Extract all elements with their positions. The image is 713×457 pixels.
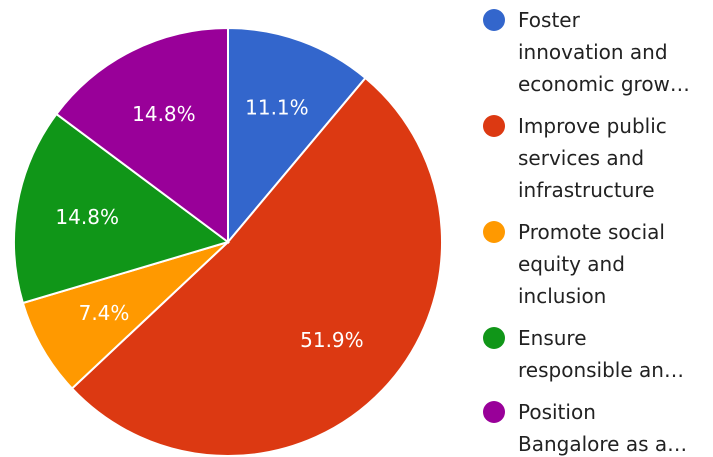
legend-item[interactable]: Foster innovation and economic grow… [483,8,690,96]
legend-label-line: Position [518,400,596,424]
slice-value-label: 14.8% [132,102,196,126]
legend-item[interactable]: Improve public services and infrastructure [483,114,667,202]
legend-label-line: services and [518,146,644,170]
slice-value-label: 14.8% [55,205,119,229]
legend: Foster innovation and economic grow… Improv… [483,8,690,456]
legend-label-line: Bangalore as a… [518,432,687,456]
legend-label-line: Promote social [518,220,665,244]
legend-label-line: Ensure [518,326,587,350]
legend-item[interactable]: Ensure responsible an… [483,326,684,382]
pie-slice[interactable] [70,76,443,457]
legend-swatch [483,221,505,243]
pie-slice[interactable] [55,26,229,244]
legend-label-line: equity and [518,252,625,276]
legend-label-line: innovation and [518,40,668,64]
slice-value-label: 11.1% [245,96,309,120]
pie-slice-labels: 11.1% 51.9% 7.4% 14.8% 14.8% [55,96,363,353]
slice-value-label: 51.9% [300,328,364,352]
legend-label-line: Improve public [518,114,667,138]
pie-slice[interactable] [21,241,229,390]
pie-slices [13,26,443,457]
legend-item[interactable]: Position Bangalore as a… [483,400,687,456]
legend-swatch [483,9,505,31]
pie-slice[interactable] [227,26,367,245]
legend-label-line: responsible an… [518,358,684,382]
legend-swatch [483,115,505,137]
legend-label-line: economic grow… [518,72,690,96]
legend-swatch [483,401,505,423]
legend-label-line: infrastructure [518,178,655,202]
legend-label-line: Foster [518,8,581,32]
legend-item[interactable]: Promote social equity and inclusion [483,220,665,308]
legend-swatch [483,327,505,349]
slice-value-label: 7.4% [79,301,130,325]
legend-label-line: inclusion [518,284,606,308]
pie-slice[interactable] [13,112,231,305]
